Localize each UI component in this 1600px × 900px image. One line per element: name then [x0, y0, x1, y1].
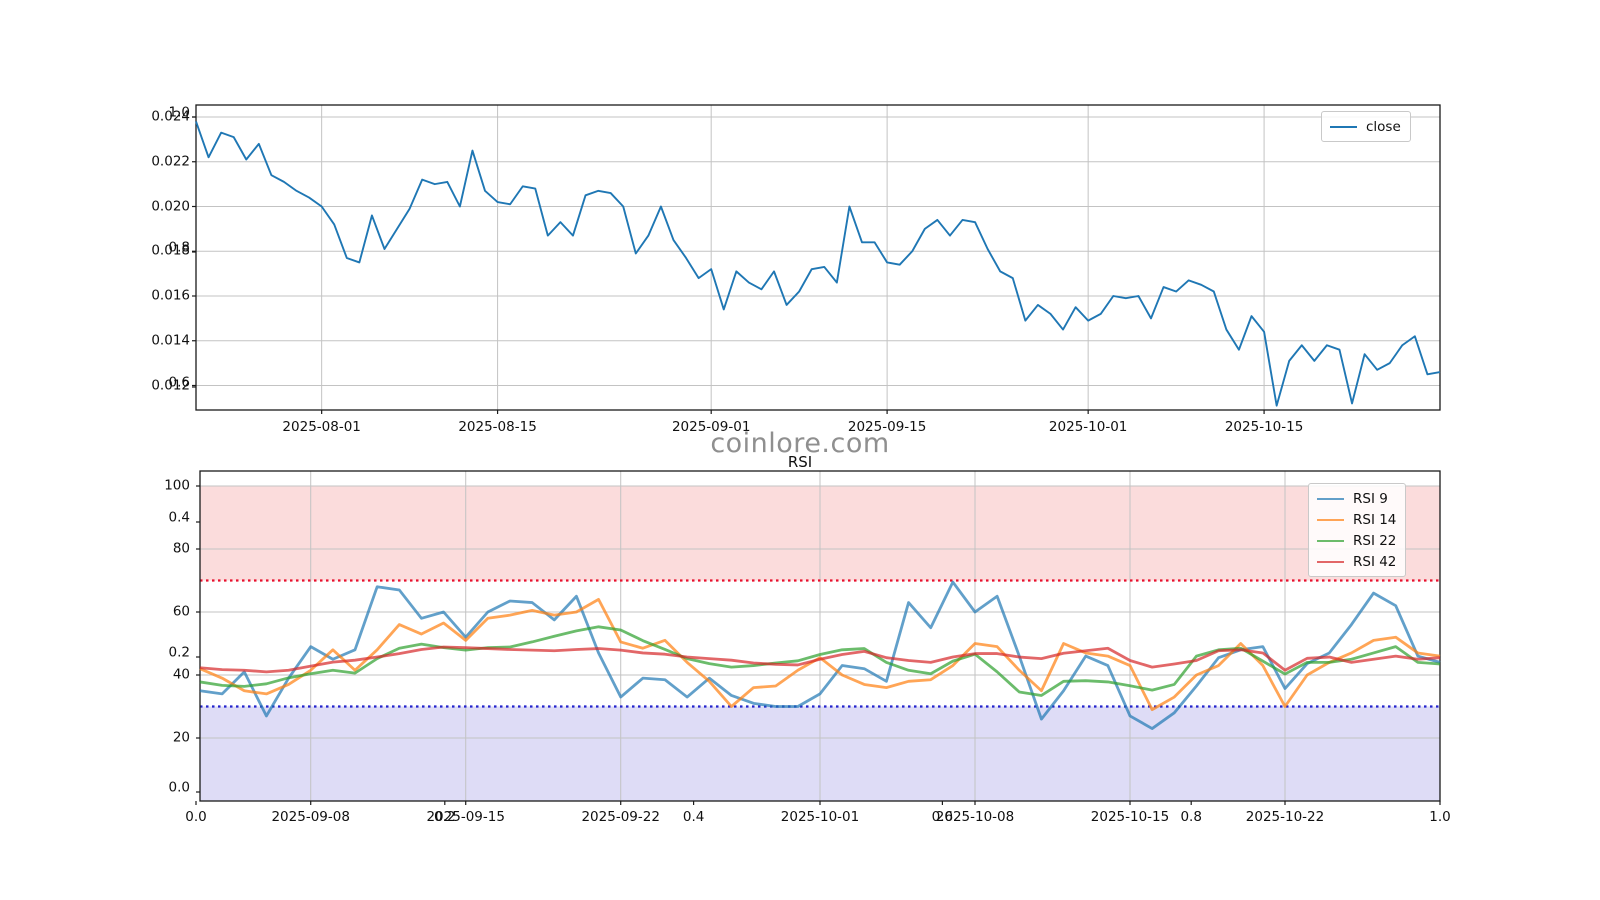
price-x-tick-label: 2025-08-01 [282, 419, 361, 435]
overlay-y-tick-label: 0.8 [168, 239, 190, 256]
rsi-y-tick-label: 40 [172, 666, 190, 683]
overlay-x-tick-label: 0.0 [185, 809, 207, 825]
rsi-x-tick-label: 2025-09-15 [426, 809, 505, 825]
rsi-x-tick-label: 2025-10-08 [935, 809, 1015, 825]
overlay-x-tick-label: 0.8 [1180, 809, 1202, 825]
price-legend: close [1321, 111, 1411, 142]
overlay-x-tick-label: 0.2 [434, 809, 456, 825]
rsi-x-tick-label: 2025-09-08 [271, 809, 350, 825]
legend-entry: RSI 14 [1317, 509, 1396, 530]
legend-line-swatch [1317, 497, 1344, 500]
rsi-y-tick-label: 60 [172, 603, 190, 620]
legend-line-swatch [1317, 539, 1344, 542]
legend-label: RSI 9 [1353, 490, 1388, 507]
price-y-tick-label: 0.016 [151, 287, 190, 304]
rsi-y-tick-label: 80 [172, 540, 190, 557]
legend-entry: RSI 9 [1317, 488, 1396, 509]
price-x-tick-label: 2025-10-15 [1224, 419, 1304, 435]
overlay-y-tick-label: 0.6 [168, 374, 190, 391]
overlay-y-tick-label: 1.0 [168, 104, 190, 121]
price-x-tick-label: 2025-10-01 [1048, 419, 1128, 435]
rsi-x-tick-label: 2025-10-01 [780, 809, 860, 825]
price-x-tick-label: 2025-09-15 [847, 419, 927, 435]
legend-entry: close [1330, 116, 1401, 137]
rsi-4-line [199, 645, 1441, 674]
rsi-x-tick-label: 2025-10-15 [1090, 809, 1170, 825]
overlay-y-tick-label: 0.2 [168, 644, 190, 661]
overlay-x-tick-label: 1.0 [1429, 809, 1451, 825]
close-line [195, 121, 1441, 407]
legend-label: RSI 42 [1353, 553, 1397, 570]
overlay-y-tick-label: 0.4 [168, 509, 190, 526]
price-y-tick-label: 0.018 [151, 242, 190, 259]
price-y-tick-label: 0.012 [151, 377, 190, 393]
legend-line-swatch [1317, 518, 1344, 521]
legend-label: RSI 22 [1353, 532, 1397, 549]
legend-label: RSI 14 [1353, 511, 1397, 528]
price-y-tick-label: 0.014 [151, 332, 190, 349]
rsi-panel-title: RSI [787, 453, 813, 471]
legend-line-swatch [1330, 125, 1357, 128]
overlay-x-tick-label: 0.4 [682, 809, 705, 825]
legend-entry: RSI 22 [1317, 530, 1396, 551]
legend-entry: RSI 42 [1317, 551, 1396, 572]
rsi-x-tick-label: 2025-09-22 [581, 809, 660, 825]
legend-label: close [1366, 118, 1401, 135]
legend-line-swatch [1317, 560, 1344, 563]
rsi-x-tick-label: 2025-10-22 [1245, 809, 1325, 825]
price-y-tick-label: 0.020 [151, 198, 190, 214]
rsi-y-tick-label: 20 [172, 729, 190, 746]
watermark: coinlore.com [710, 428, 890, 459]
price-y-tick-label: 0.024 [151, 108, 190, 125]
price-y-tick-label: 0.022 [151, 153, 190, 170]
rsi-y-tick-label: 100 [164, 477, 190, 494]
price-x-tick-label: 2025-08-15 [458, 419, 537, 435]
rsi-legend: RSI 9 RSI 14 RSI 22 RSI 42 [1308, 483, 1407, 577]
overlay-y-tick-label: 0.0 [168, 779, 190, 796]
overlay-x-tick-label: 0.6 [931, 809, 954, 825]
price-x-tick-label: 2025-09-01 [671, 419, 751, 435]
